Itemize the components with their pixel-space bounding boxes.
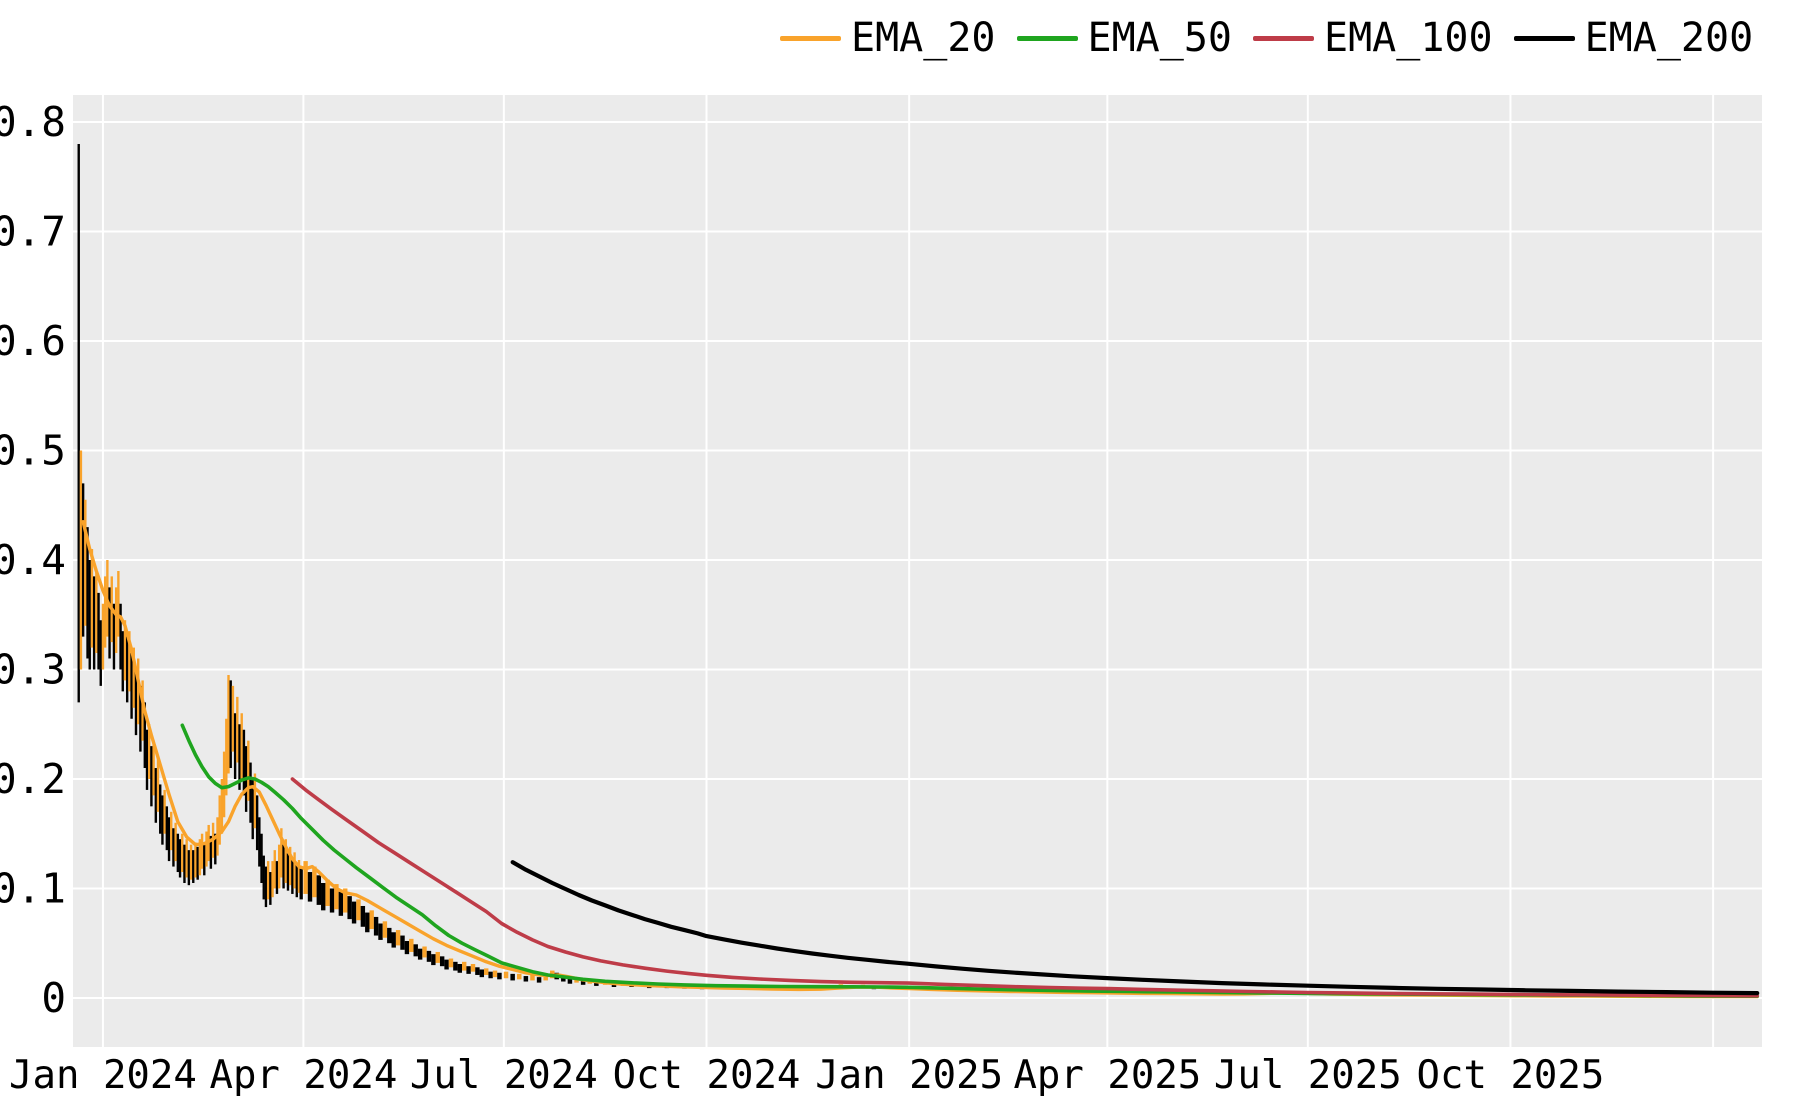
legend-item-ema-200: EMA_200: [1513, 10, 1754, 66]
y-tick-label: 0.7: [0, 208, 66, 256]
legend-swatch-ema-200: [1513, 35, 1575, 41]
x-tick-label: Jul 2025: [1214, 1053, 1402, 1098]
legend-label: EMA_20: [851, 15, 996, 61]
y-tick-label: 0: [41, 974, 66, 1022]
y-tick-label: 0.6: [0, 317, 66, 365]
legend-item-ema-100: EMA_100: [1253, 10, 1493, 66]
x-tick-label: Oct 2025: [1417, 1053, 1605, 1098]
y-tick-label: 0.4: [0, 536, 66, 584]
x-tick-label: Jan 2024: [9, 1053, 197, 1098]
legend-label: EMA_50: [1087, 15, 1233, 61]
chart-legend: EMA_20 EMA_50 EMA_100 EMA_200: [780, 10, 1753, 66]
x-tick-label: Apr 2025: [1013, 1053, 1201, 1098]
y-tick-label: 0.3: [0, 645, 66, 693]
ema-200-line: [510, 860, 1760, 996]
legend-swatch-ema-100: [1253, 35, 1314, 41]
y-tick-label: 0.5: [0, 427, 66, 475]
x-tick-label: Jan 2025: [815, 1053, 1003, 1098]
legend-label: EMA_100: [1324, 15, 1493, 61]
x-tick-label: Jul 2024: [410, 1053, 598, 1098]
ema-100-line: [290, 777, 1759, 998]
legend-swatch-ema-20: [780, 35, 841, 41]
legend-item-ema-20: EMA_20: [780, 10, 996, 66]
legend-swatch-ema-50: [1016, 35, 1078, 41]
legend-label: EMA_200: [1584, 15, 1754, 61]
y-tick-label: 0.1: [0, 864, 66, 912]
legend-item-ema-50: EMA_50: [1016, 10, 1233, 66]
y-tick-label: 0.8: [0, 98, 66, 146]
y-tick-label: 0.2: [0, 755, 66, 803]
x-tick-label: Apr 2024: [209, 1053, 397, 1098]
x-tick-label: Oct 2024: [613, 1053, 801, 1098]
